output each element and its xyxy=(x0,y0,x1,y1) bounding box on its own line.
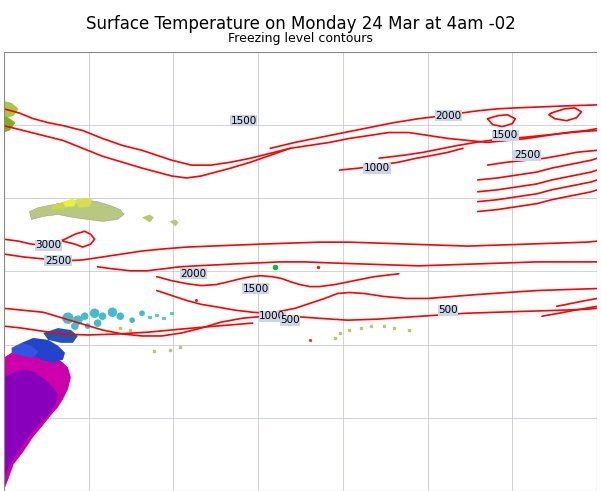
Polygon shape xyxy=(90,308,100,318)
Polygon shape xyxy=(73,315,83,325)
Text: 1500: 1500 xyxy=(231,116,257,126)
Text: 1500: 1500 xyxy=(242,284,269,294)
Polygon shape xyxy=(155,314,159,317)
Text: 3000: 3000 xyxy=(35,240,61,250)
Polygon shape xyxy=(142,215,154,222)
Text: 1000: 1000 xyxy=(364,163,390,173)
Polygon shape xyxy=(63,312,74,324)
Text: 2500: 2500 xyxy=(514,150,540,160)
Polygon shape xyxy=(85,323,91,329)
Polygon shape xyxy=(22,338,65,363)
Polygon shape xyxy=(162,317,166,320)
Polygon shape xyxy=(81,312,89,320)
Polygon shape xyxy=(75,198,93,208)
Text: 2000: 2000 xyxy=(435,111,461,121)
Polygon shape xyxy=(4,116,16,133)
Polygon shape xyxy=(29,200,124,221)
Polygon shape xyxy=(99,312,106,320)
Polygon shape xyxy=(43,328,78,343)
Text: Freezing level contours: Freezing level contours xyxy=(228,32,373,45)
Polygon shape xyxy=(63,199,77,207)
Text: 1000: 1000 xyxy=(259,311,285,321)
Text: Surface Temperature on Monday 24 Mar at 4am -02: Surface Temperature on Monday 24 Mar at … xyxy=(85,15,516,33)
Polygon shape xyxy=(169,219,178,226)
Text: 2000: 2000 xyxy=(180,269,206,279)
Polygon shape xyxy=(129,317,135,323)
Text: 2500: 2500 xyxy=(45,256,71,266)
Polygon shape xyxy=(108,307,117,317)
Text: 500: 500 xyxy=(280,315,300,325)
Text: 500: 500 xyxy=(438,305,458,315)
Polygon shape xyxy=(169,312,174,315)
Polygon shape xyxy=(4,346,71,491)
Polygon shape xyxy=(4,370,58,481)
Polygon shape xyxy=(139,310,145,316)
Polygon shape xyxy=(117,312,124,320)
Polygon shape xyxy=(51,200,73,210)
Polygon shape xyxy=(11,343,38,357)
Polygon shape xyxy=(71,322,79,330)
Polygon shape xyxy=(94,319,102,327)
Polygon shape xyxy=(148,316,152,319)
Text: 1500: 1500 xyxy=(492,131,519,140)
Polygon shape xyxy=(4,101,19,119)
